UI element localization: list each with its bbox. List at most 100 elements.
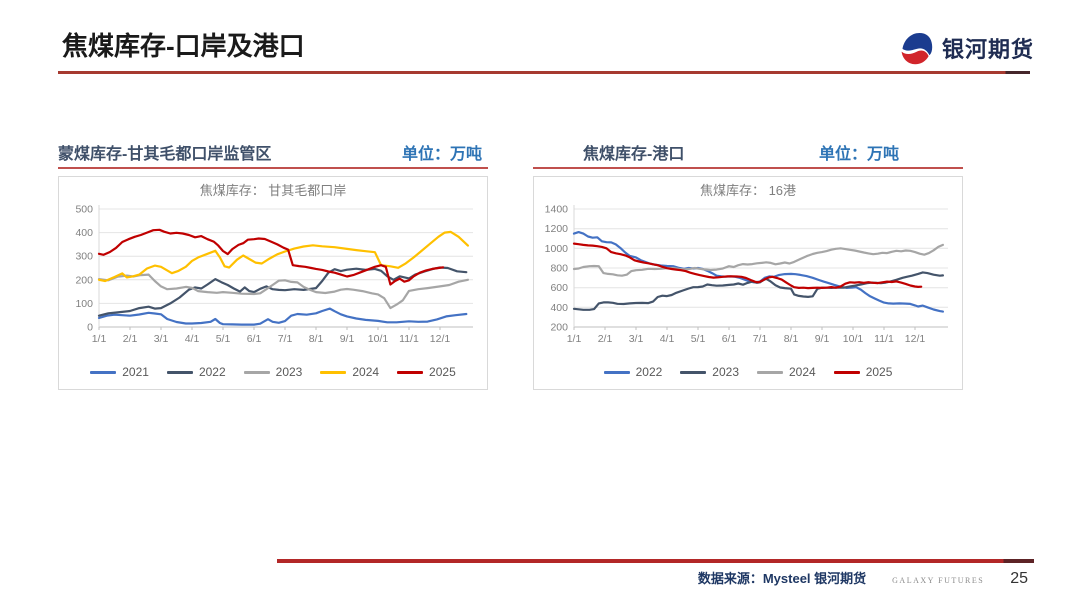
panel-header: 蒙煤库存-甘其毛都口岸监管区 单位：万吨 <box>58 140 488 163</box>
legend-label: 2025 <box>865 365 893 379</box>
chart-title: 焦煤库存： 甘其毛都口岸 <box>199 183 347 198</box>
x-tick-label: 12/1 <box>430 333 451 345</box>
panel-rule <box>58 167 488 169</box>
legend-item-2024: 2024 <box>320 365 379 379</box>
chart-box: 焦煤库存： 甘其毛都口岸 0 100 200 300 400 500 1/1 2/1 3/1 4/… <box>58 176 488 390</box>
series-line-2022 <box>97 266 468 317</box>
x-tick-label: 2/1 <box>598 333 613 345</box>
y-tick-label: 500 <box>75 204 93 216</box>
chart-panel-ports: 焦煤库存-港口 单位：万吨 焦煤库存： 16港 200 400 600 800 1000… <box>533 140 963 390</box>
footer-row: 数据来源：Mysteel 银河期货 GALAXY FUTURES 25 <box>698 568 1028 588</box>
x-tick-label: 9/1 <box>815 333 830 345</box>
y-tick-label: 1400 <box>545 204 569 216</box>
page-title: 焦煤库存-口岸及港口 <box>62 31 305 61</box>
legend-item-2025: 2025 <box>833 365 893 379</box>
x-tick-label: 6/1 <box>247 333 262 345</box>
legend-swatch <box>320 370 347 374</box>
y-tick-label: 200 <box>75 274 93 286</box>
x-tick-label: 10/1 <box>843 333 864 345</box>
panel-rule <box>533 167 963 169</box>
series-line-2021 <box>97 307 468 326</box>
legend-item-2021: 2021 <box>90 365 149 379</box>
x-tick-label: 8/1 <box>309 333 324 345</box>
charts-row: 蒙煤库存-甘其毛都口岸监管区 单位：万吨 焦煤库存： 甘其毛都口岸 0 100 20… <box>58 140 963 390</box>
title-rule <box>58 71 1030 74</box>
x-tick-label: 7/1 <box>278 333 293 345</box>
panel-unit-label: 单位：万吨 <box>818 146 899 163</box>
legend-swatch <box>397 370 424 374</box>
chart-box: 焦煤库存： 16港 200 400 600 800 1000 1200 1400 1/1 2/1… <box>533 176 963 390</box>
chart-title: 焦煤库存： 16港 <box>699 183 797 198</box>
legend-label: 2021 <box>122 365 149 379</box>
legend-swatch <box>166 370 193 374</box>
legend-item-2023: 2023 <box>243 365 303 379</box>
legend-item-2022: 2022 <box>166 365 226 379</box>
y-tick-label: 1000 <box>545 243 569 255</box>
x-tick-label: 12/1 <box>905 333 926 345</box>
x-tick-label: 11/1 <box>874 333 894 345</box>
legend-label: 2025 <box>429 365 456 379</box>
x-tick-label: 1/1 <box>92 333 107 345</box>
x-tick-label: 4/1 <box>660 333 675 345</box>
y-tick-label: 1200 <box>545 223 569 235</box>
legend-swatch <box>243 370 270 374</box>
x-tick-label: 6/1 <box>722 333 737 345</box>
x-tick-label: 5/1 <box>216 333 231 345</box>
logo-text: 银河期货 <box>941 37 1034 62</box>
x-tick-label: 8/1 <box>784 333 799 345</box>
page-number: 25 <box>1010 570 1028 587</box>
x-tick-label: 2/1 <box>123 333 138 345</box>
x-tick-label: 11/1 <box>399 333 419 345</box>
x-tick-label: 3/1 <box>154 333 169 345</box>
y-tick-label: 800 <box>550 263 568 275</box>
footer-rule <box>277 559 1034 563</box>
legend-label: 2024 <box>352 365 380 379</box>
legend-swatch <box>833 370 860 374</box>
series-line-2023 <box>97 273 469 310</box>
data-source: 数据来源：Mysteel 银河期货 <box>697 571 867 586</box>
y-tick-label: 200 <box>550 322 568 334</box>
x-tick-label: 1/1 <box>567 333 582 345</box>
x-tick-label: 4/1 <box>185 333 200 345</box>
series-line-2025 <box>572 242 923 290</box>
line-chart-svg: 0 100 200 300 400 500 1/1 2/1 3/1 4/1 5/1 6/1 7/1 8/1… <box>75 204 473 345</box>
legend-swatch <box>90 370 117 374</box>
panel-header: 焦煤库存-港口 单位：万吨 <box>533 140 963 163</box>
panel-unit-label: 单位：万吨 <box>401 146 482 163</box>
y-tick-label: 400 <box>550 302 568 314</box>
panel-title: 焦煤库存-港口 <box>583 146 685 163</box>
legend-swatch <box>757 370 783 374</box>
x-tick-label: 9/1 <box>340 333 355 345</box>
y-tick-label: 400 <box>75 227 93 239</box>
series-line-2024 <box>572 243 944 277</box>
legend-label: 2023 <box>275 365 303 379</box>
brand-watermark: GALAXY FUTURES <box>892 576 985 585</box>
x-tick-label: 5/1 <box>691 333 706 345</box>
y-tick-label: 100 <box>75 298 93 310</box>
legend-label: 2022 <box>198 365 226 379</box>
logo: 银河期货 <box>898 30 1034 66</box>
chart-legend: 2021 2022 2023 2024 2025 <box>59 359 487 385</box>
legend-swatch <box>680 370 707 374</box>
x-tick-label: 3/1 <box>629 333 644 345</box>
legend-label: 2023 <box>712 365 739 379</box>
chart-panel-border-crossing: 蒙煤库存-甘其毛都口岸监管区 单位：万吨 焦煤库存： 甘其毛都口岸 0 100 20… <box>58 140 488 390</box>
legend-swatch <box>603 370 630 374</box>
series-line-2024 <box>97 230 469 283</box>
legend-label: 2024 <box>789 365 816 379</box>
series-line-2025 <box>97 228 445 286</box>
y-tick-label: 300 <box>75 251 93 263</box>
y-tick-label: 600 <box>550 282 568 294</box>
chart-legend: 2022 2023 2024 2025 <box>534 359 962 385</box>
galaxy-logo-icon <box>901 33 933 65</box>
legend-item-2025: 2025 <box>397 365 456 379</box>
line-chart-svg: 200 400 600 800 1000 1200 1400 1/1 2/1 3/1 4/1 5/1 6… <box>545 204 948 345</box>
panel-title: 蒙煤库存-甘其毛都口岸监管区 <box>58 146 272 163</box>
y-tick-label: 0 <box>87 322 93 334</box>
legend-label: 2022 <box>635 365 663 379</box>
legend-item-2022: 2022 <box>603 365 663 379</box>
legend-item-2024: 2024 <box>757 365 816 379</box>
x-tick-label: 10/1 <box>368 333 389 345</box>
x-tick-label: 7/1 <box>753 333 768 345</box>
